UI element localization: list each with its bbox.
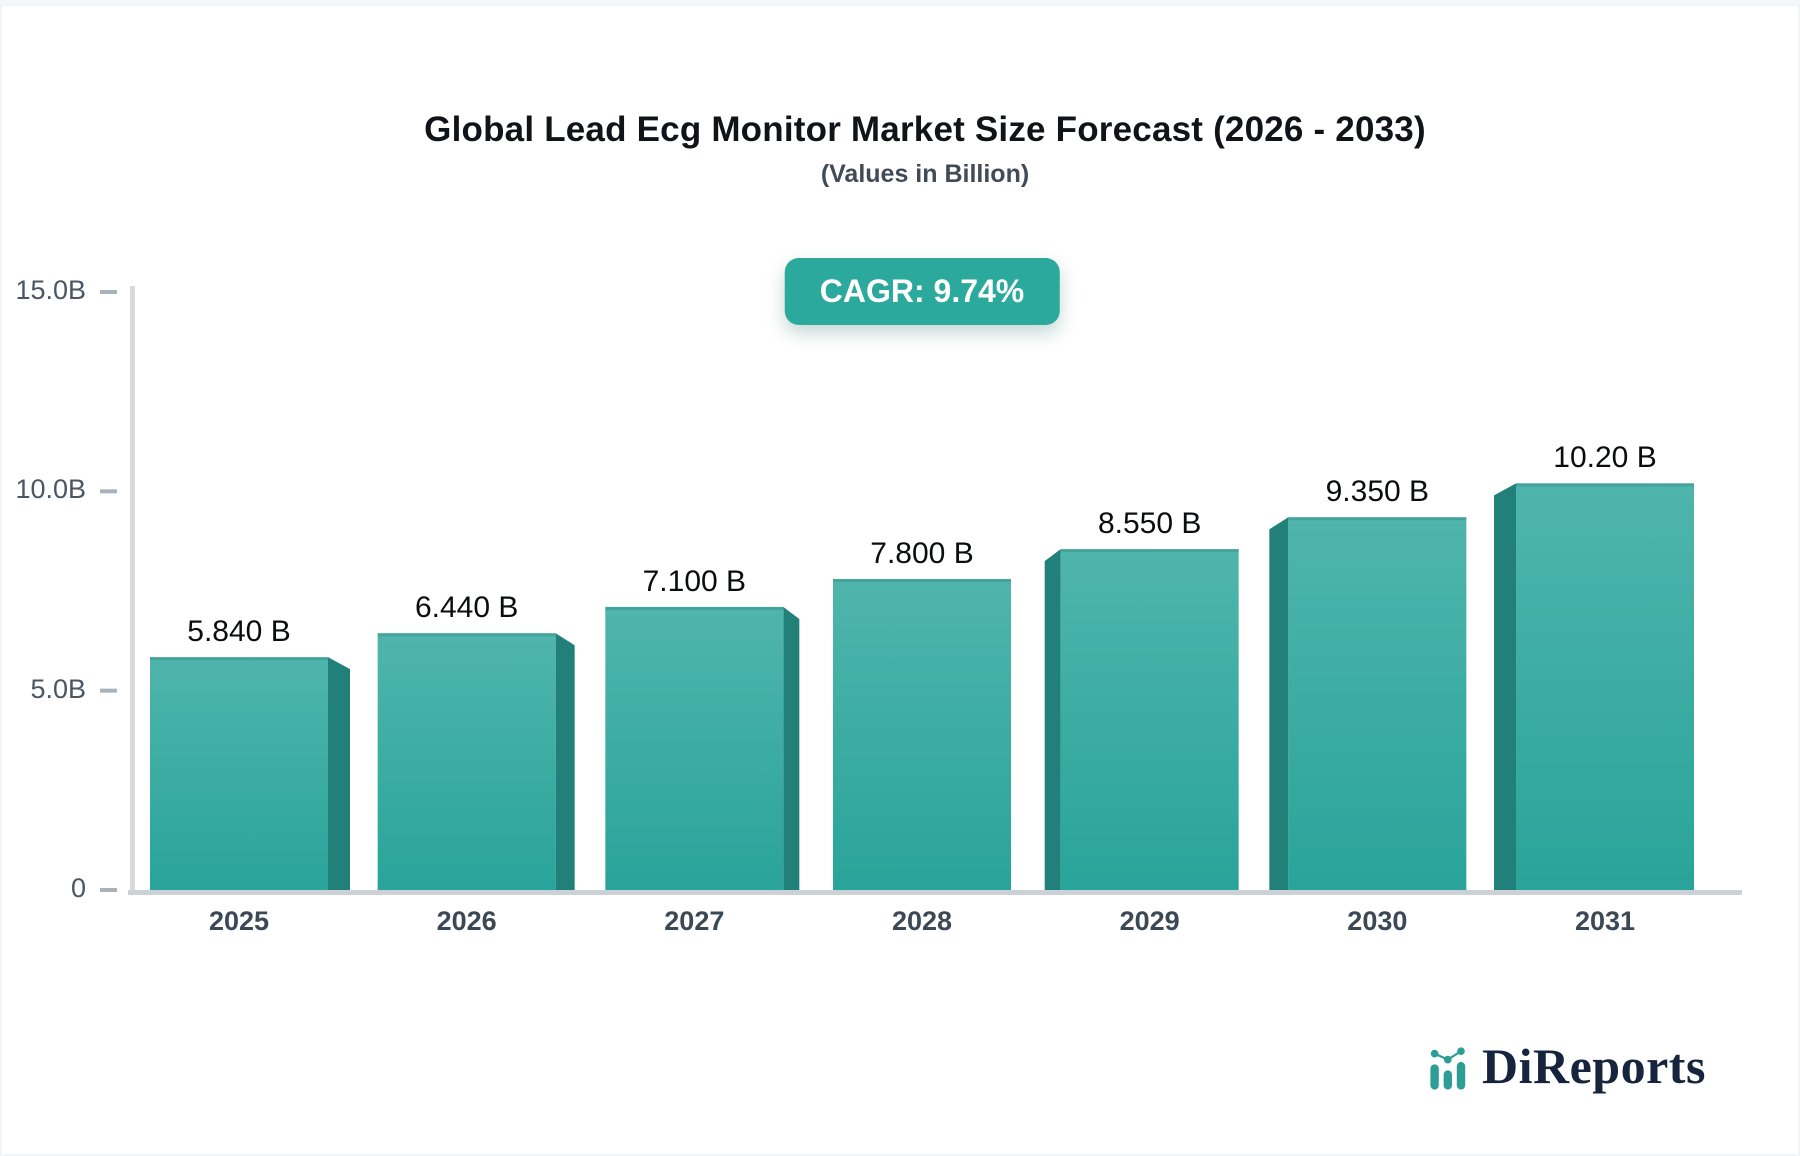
y-tick-dash [100,290,117,294]
bar-value-label-2025: 5.840 B [187,615,291,649]
bar-2025 [150,657,350,890]
bar-side-face [1269,517,1289,890]
bar-face [377,633,556,890]
bar-side-face [1044,549,1061,890]
bar-2028 [833,579,1012,890]
bar-top-edge [605,606,784,610]
y-tick-label-0: 0 [70,873,86,903]
cagr-badge: CAGR: 9.74% [784,258,1060,325]
x-tick-label-2025: 2025 [208,906,270,936]
bar-face [1516,483,1695,890]
bar-value-label-2029: 8.550 B [1097,507,1202,541]
bar-top-edge [1060,549,1239,553]
bar-2030 [1269,517,1467,890]
bar-side-face [555,633,575,890]
bar-value-label-2026: 6.440 B [414,591,519,625]
y-tick-dash [100,688,117,693]
x-tick-label-2027: 2027 [664,906,725,936]
chart-title: Global Lead Ecg Monitor Market Size Fore… [424,110,1426,149]
bar-value-label-2028: 7.800 B [870,537,974,571]
x-tick-label-2026: 2026 [436,906,497,936]
bar-value-label-2030: 9.350 B [1325,475,1430,509]
y-tick-label-5.0B: 5.0B [30,673,86,704]
x-axis-line [128,890,1742,895]
chart-subtitle: (Values in Billion) [820,160,1030,188]
bar-side-face [783,606,800,890]
bar-top-edge [377,633,556,637]
y-axis-line [130,286,135,895]
bar-2031 [1494,483,1695,890]
bar-face [150,657,328,890]
bar-2026 [377,633,575,890]
x-tick-label-2031: 2031 [1574,906,1636,936]
bar-top-edge [1516,483,1695,487]
logo-chart-icon [1430,1047,1466,1090]
bar-side-face [328,657,350,890]
y-tick-dash [100,888,117,892]
bar-2029 [1044,549,1239,890]
bar-side-face [1494,483,1517,890]
bar-chart-plot [100,286,1742,895]
bar-face [605,606,784,890]
y-tick-dash [100,489,117,494]
bar-face [833,579,1012,890]
bar-2027 [605,606,800,890]
direports-logo: DiReports [1428,1040,1706,1092]
bar-value-label-2031: 10.20 B [1553,441,1657,475]
bar-face [1060,549,1239,890]
y-tick-label-10.0B: 10.0B [15,474,86,505]
bar-face [1288,517,1467,890]
y-tick-label-15.0B: 15.0B [15,275,86,305]
logo-text: DiReports [1482,1038,1706,1094]
x-tick-label-2029: 2029 [1119,906,1180,936]
x-tick-label-2028: 2028 [891,906,953,936]
bar-top-edge [833,579,1012,583]
bar-top-edge [150,657,328,661]
bar-top-edge [1288,517,1467,521]
bar-value-label-2027: 7.100 B [642,564,747,598]
x-tick-label-2030: 2030 [1347,906,1408,936]
